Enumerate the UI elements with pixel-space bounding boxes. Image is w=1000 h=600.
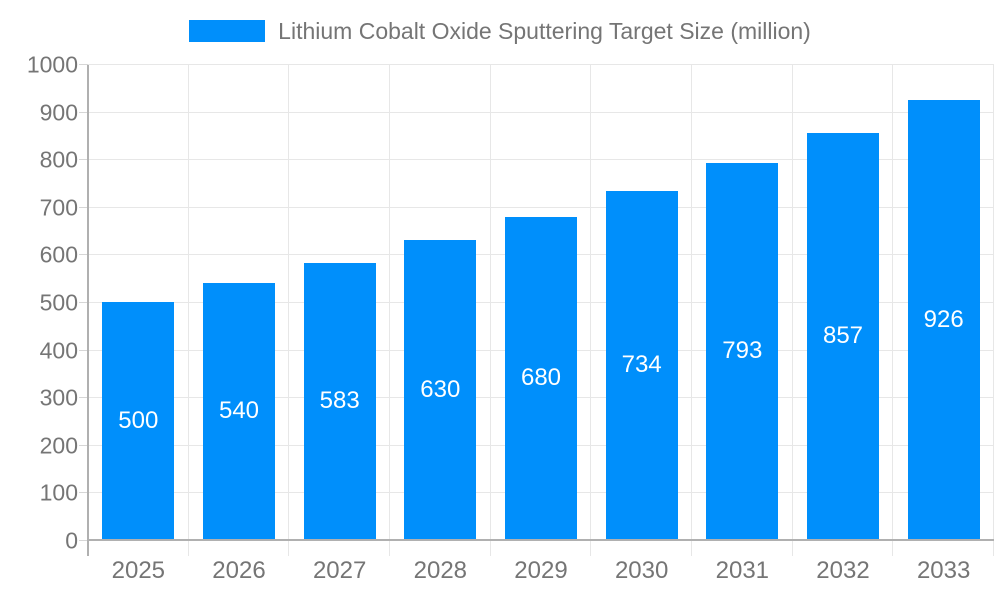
x-axis-tick <box>489 541 491 556</box>
y-axis-label: 900 <box>39 99 78 126</box>
x-axis-label: 2025 <box>111 557 166 584</box>
gridline-horizontal <box>88 64 994 65</box>
y-axis-label: 1000 <box>26 51 78 78</box>
y-axis-tick <box>79 111 88 113</box>
bar[interactable]: 857 <box>807 133 879 539</box>
gridline-vertical <box>691 65 692 541</box>
y-axis-tick <box>79 397 88 399</box>
y-axis-label: 0 <box>65 527 78 554</box>
bar-value-label: 680 <box>520 364 562 391</box>
x-axis-tick <box>993 541 994 556</box>
bar-value-label: 540 <box>218 397 260 424</box>
y-axis-tick <box>79 540 88 541</box>
y-axis-tick <box>79 302 88 303</box>
x-axis-label: 2033 <box>916 557 971 584</box>
x-axis-line <box>88 539 994 541</box>
y-axis-label: 200 <box>39 432 78 459</box>
gridline-horizontal <box>88 111 994 113</box>
y-axis-tick <box>79 444 88 446</box>
y-axis-label: 100 <box>39 479 78 506</box>
y-axis-tick <box>79 492 88 494</box>
legend-item[interactable]: Lithium Cobalt Oxide Sputtering Target S… <box>189 18 811 44</box>
x-axis-label: 2028 <box>413 557 468 584</box>
x-axis-label: 2029 <box>514 557 568 584</box>
bar[interactable]: 540 <box>203 283 275 539</box>
plot-area: 0 100 200 300 400 500 600 700 800 900 1000 500 2025 5… <box>27 52 994 584</box>
gridline-horizontal <box>88 159 994 161</box>
y-axis-label: 600 <box>39 241 78 268</box>
bar[interactable]: 680 <box>505 217 577 539</box>
bar[interactable]: 630 <box>404 240 477 539</box>
y-axis-label: 400 <box>39 337 78 364</box>
x-axis-tick <box>389 541 390 556</box>
y-axis-tick <box>79 159 88 161</box>
x-axis-label: 2031 <box>715 557 770 584</box>
bar-value-label: 793 <box>722 337 763 364</box>
gridline-vertical <box>892 65 894 541</box>
gridline-vertical <box>590 65 592 541</box>
y-axis-label: 300 <box>39 384 78 411</box>
x-axis-tick <box>892 541 894 556</box>
x-axis-label: 2032 <box>816 557 870 584</box>
bar-value-label: 734 <box>621 351 662 378</box>
gridline-vertical <box>187 65 189 541</box>
legend: Lithium Cobalt Oxide Sputtering Target S… <box>0 18 1000 44</box>
x-axis-label: 2027 <box>312 557 367 584</box>
x-axis-tick <box>791 541 793 556</box>
bar-value-label: 926 <box>923 305 964 333</box>
bar[interactable]: 583 <box>303 263 376 539</box>
x-axis-tick <box>691 541 692 556</box>
y-axis-label: 700 <box>39 194 78 221</box>
y-axis-label: 800 <box>39 146 78 173</box>
y-axis-label: 500 <box>39 289 78 316</box>
x-axis-tick <box>288 541 290 556</box>
bar[interactable]: 926 <box>907 100 980 539</box>
y-axis-tick <box>79 206 88 208</box>
bar[interactable]: 500 <box>102 302 175 539</box>
bar[interactable]: 793 <box>706 163 779 539</box>
x-axis-tick <box>187 541 189 556</box>
bar[interactable]: 734 <box>605 191 678 539</box>
y-axis-tick <box>79 349 88 351</box>
gridline-horizontal <box>88 206 994 208</box>
gridline-vertical <box>389 65 390 541</box>
x-axis-label: 2026 <box>212 557 266 584</box>
bar-value-label: 857 <box>822 322 864 349</box>
y-axis-line <box>87 65 89 556</box>
bar-value-label: 500 <box>118 406 159 434</box>
bar-value-label: 630 <box>420 375 461 403</box>
bar-value-label: 583 <box>319 387 360 414</box>
gridline-vertical <box>489 65 491 541</box>
gridline-vertical <box>993 65 994 541</box>
legend-label: Lithium Cobalt Oxide Sputtering Target S… <box>278 18 811 44</box>
y-axis-tick <box>79 254 88 256</box>
gridline-vertical <box>791 65 793 541</box>
y-axis-tick <box>79 64 88 65</box>
x-axis-tick <box>590 541 592 556</box>
gridline-vertical <box>288 65 290 541</box>
legend-swatch-icon <box>189 20 266 42</box>
x-axis-label: 2030 <box>614 557 669 584</box>
